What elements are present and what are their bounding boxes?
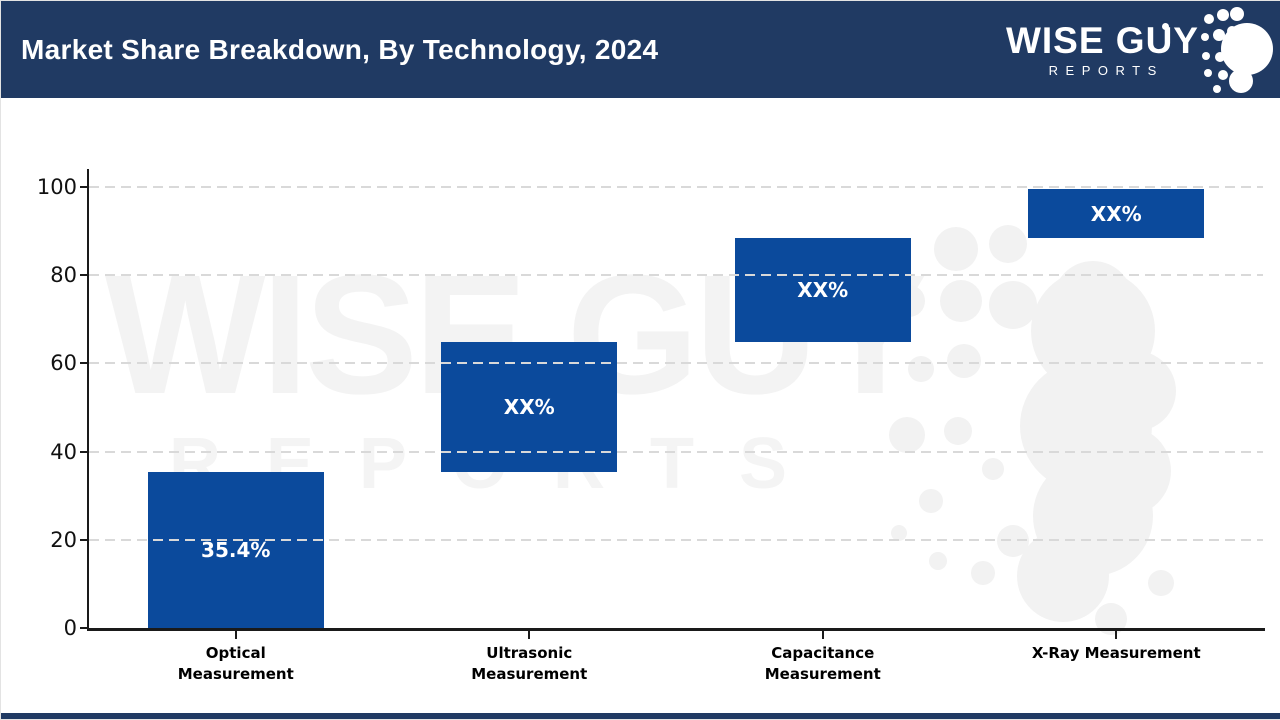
- watermark-dot: [934, 227, 978, 271]
- logo-head-dot: [1204, 13, 1214, 24]
- logo-dot-icon: [1162, 22, 1169, 30]
- bar-segment-capacitance: XX%: [734, 238, 911, 342]
- category-label-line: Measurement: [177, 665, 294, 683]
- y-tick-mark: [80, 362, 87, 365]
- y-axis-labels: 0 20 40 60 80 100: [1, 176, 77, 639]
- watermark-dot: [929, 552, 947, 570]
- watermark-dot: [997, 525, 1029, 557]
- category-label-line: Measurement: [764, 665, 881, 683]
- bar-value-label: XX%: [1090, 201, 1142, 226]
- x-tick: [676, 631, 970, 639]
- logo-head-dot: [1204, 68, 1212, 77]
- bar-value-label: 35.4%: [201, 537, 271, 562]
- bar-segment-xray: XX%: [1028, 189, 1205, 239]
- logo-head-dot: [1231, 80, 1239, 89]
- chart-canvas: WISE GUY REPORTS 35.4% XX% XX%: [1, 98, 1280, 715]
- watermark-dot: [940, 280, 982, 322]
- wiseguy-logo: WISE GUY REPORTS: [1006, 6, 1273, 93]
- y-tick-label: 100: [36, 175, 77, 199]
- category-label-line: Optical: [205, 644, 266, 662]
- logo-subtext: REPORTS: [1048, 62, 1164, 78]
- y-tick-label: 80: [50, 263, 77, 288]
- y-axis-ticks: [80, 186, 87, 629]
- logo-head-dot: [1218, 69, 1228, 80]
- bar-segment-optical: 35.4%: [147, 471, 324, 628]
- bar-value-label: XX%: [503, 394, 555, 419]
- logo-text-block: WISE GUY REPORTS: [1006, 22, 1199, 78]
- header-bar: Market Share Breakdown, By Technology, 2…: [1, 1, 1280, 98]
- logo-wordmark: WISE GUY: [1005, 19, 1199, 61]
- x-tick: [970, 631, 1264, 639]
- logo-head-icon: [1201, 6, 1273, 93]
- y-tick-mark: [80, 538, 87, 541]
- x-axis-ticks: [89, 631, 1263, 639]
- logo-head-dot: [1230, 6, 1244, 21]
- watermark-dot: [889, 417, 925, 453]
- y-tick-label: 40: [50, 439, 77, 464]
- watermark-dot: [891, 525, 907, 541]
- category-label-line: Measurement: [471, 665, 588, 683]
- chart-title: Market Share Breakdown, By Technology, 2…: [21, 33, 659, 65]
- y-axis-line: [87, 169, 89, 630]
- category-label-line: Ultrasonic: [486, 644, 573, 662]
- y-tick-label: 0: [63, 616, 77, 640]
- logo-head-dot: [1202, 51, 1210, 60]
- y-tick-label: 60: [50, 351, 77, 376]
- watermark-dot: [971, 561, 995, 585]
- category-label-capacitance: Capacitance Measurement: [676, 643, 970, 685]
- category-label-line: X-Ray Measurement: [1031, 644, 1201, 662]
- category-label-line: Capacitance: [771, 644, 875, 662]
- logo-head-dot: [1201, 32, 1209, 41]
- y-tick-mark: [80, 186, 87, 188]
- bar-value-label: XX%: [797, 277, 849, 302]
- footer-bar: [1, 713, 1280, 719]
- x-axis-labels: Optical Measurement Ultrasonic Measureme…: [89, 643, 1263, 685]
- y-tick-label: 20: [50, 527, 77, 552]
- logo-head-dot: [1217, 8, 1229, 21]
- watermark-dot: [919, 489, 943, 513]
- bar-columns: 35.4% XX% XX% XX%: [89, 187, 1263, 628]
- bar-column-xray: XX%: [970, 187, 1264, 628]
- category-label-xray: X-Ray Measurement: [970, 643, 1264, 685]
- x-tick: [89, 631, 383, 639]
- category-label-ultrasonic: Ultrasonic Measurement: [383, 643, 677, 685]
- x-axis-line: [87, 628, 1265, 631]
- logo-head-dot: [1213, 28, 1225, 41]
- y-tick-mark: [80, 274, 87, 277]
- category-label-optical: Optical Measurement: [89, 643, 383, 685]
- bar-column-capacitance: XX%: [676, 187, 970, 628]
- plot-area: 35.4% XX% XX% XX%: [89, 186, 1263, 628]
- y-tick-mark: [80, 627, 87, 629]
- logo-head-dot: [1215, 51, 1225, 62]
- watermark-dot: [908, 356, 934, 382]
- logo-head-dot: [1227, 25, 1237, 36]
- watermark-dot: [1148, 570, 1174, 596]
- bar-segment-ultrasonic: XX%: [441, 341, 618, 472]
- watermark-dot: [982, 458, 1004, 480]
- watermark-dot: [989, 281, 1037, 329]
- bar-column-optical: 35.4%: [89, 187, 383, 628]
- watermark-dot: [944, 417, 972, 445]
- bar-column-ultrasonic: XX%: [383, 187, 677, 628]
- x-tick: [383, 631, 677, 639]
- watermark-dot: [947, 344, 981, 378]
- logo-head-dot: [1213, 84, 1221, 93]
- watermark-dot: [989, 225, 1027, 263]
- watermark-dot: [1043, 581, 1083, 621]
- y-tick-mark: [80, 450, 87, 453]
